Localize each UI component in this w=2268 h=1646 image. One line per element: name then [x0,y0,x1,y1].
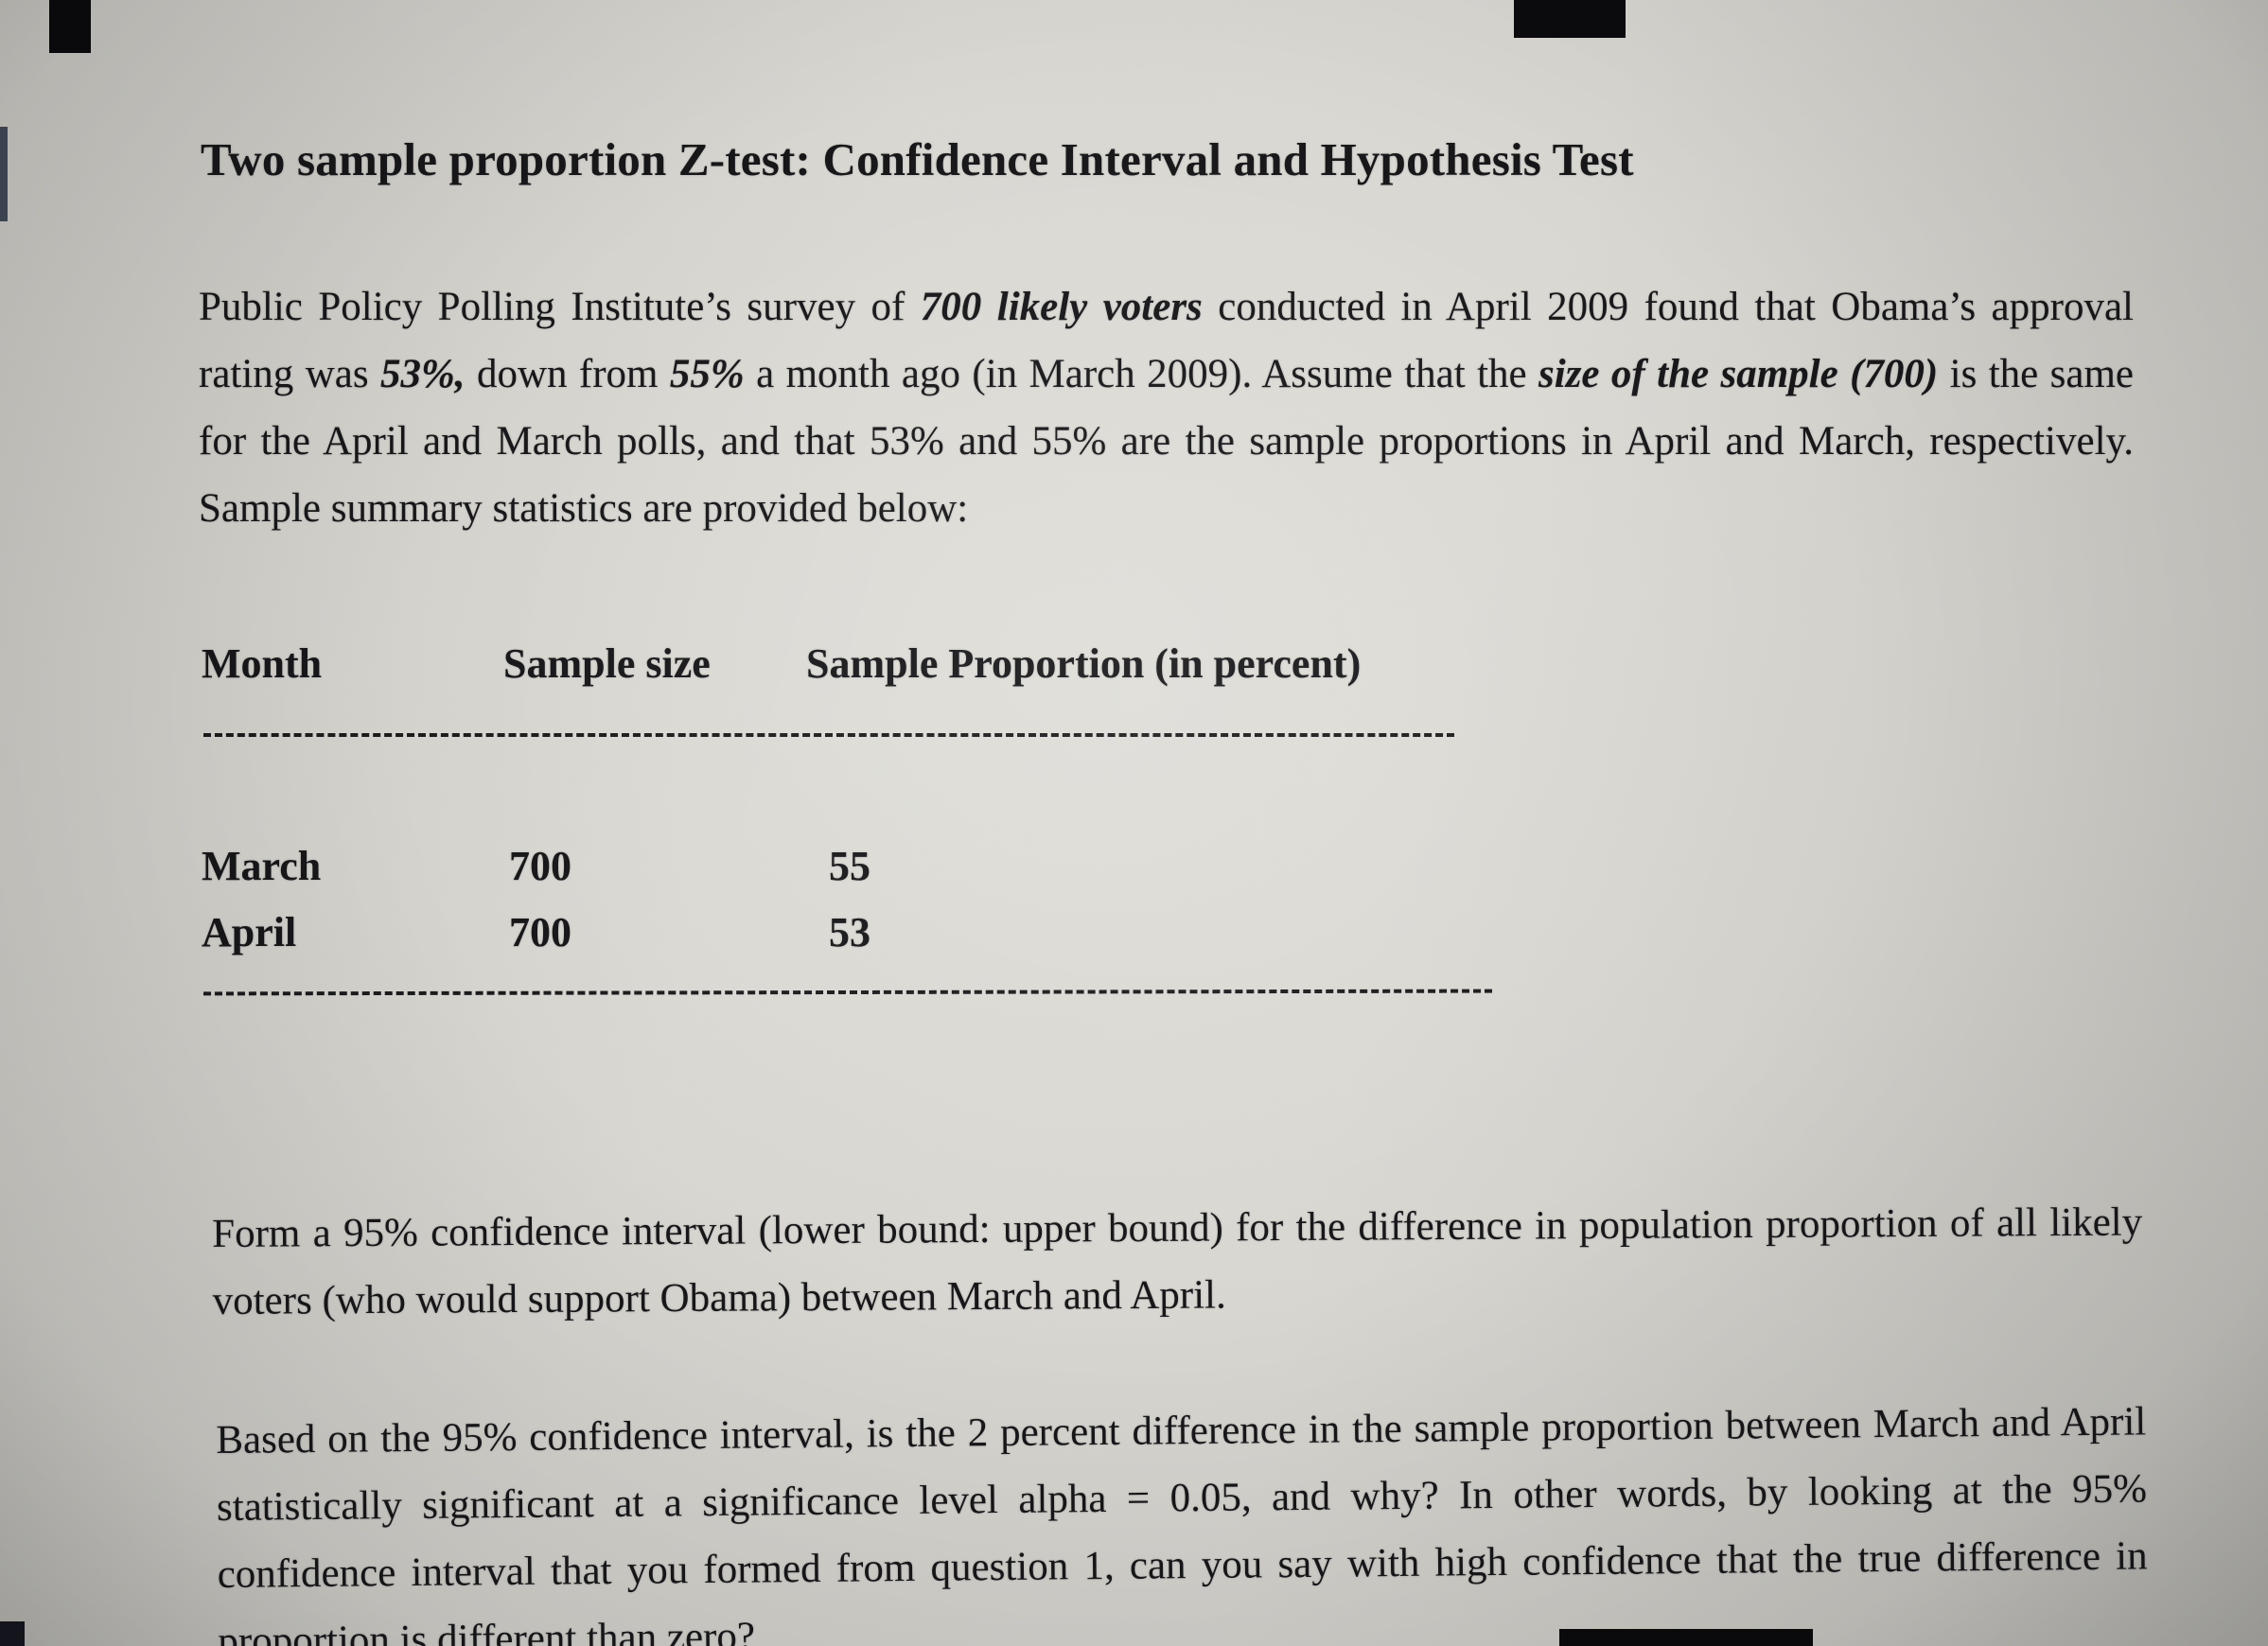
text-segment: down from [465,352,670,396]
table-header-sample-size: Sample size [503,640,711,687]
table-cell-proportion: 55 [829,843,870,889]
text-segment-emphasis: 700 likely voters [920,285,1203,329]
page-title: Two sample proportion Z-test: Confidence… [201,132,1634,185]
table-cell-month: April [202,909,297,955]
text-segment: a month ago (in March 2009). Assume that… [744,352,1539,396]
table-divider-bottom [202,989,1493,996]
problem-statement-paragraph: Public Policy Polling Institute’s survey… [199,273,2134,542]
table-header-month: Month [202,640,323,687]
text-segment-emphasis: size of the sample (700) [1538,352,1939,396]
screen-artifact-left-edge [0,127,8,221]
text-segment: Public Policy Polling Institute’s survey… [199,285,921,329]
table-cell-sample-size: 700 [509,843,571,889]
table-cell-month: March [202,843,322,889]
screen-artifact-bottom-left [0,1621,25,1646]
text-segment-emphasis: 53%, [379,352,466,396]
question2-paragraph: Based on the 95% confidence interval, is… [216,1399,2148,1646]
screen-artifact-bottom [1559,1629,1813,1646]
text-segment: conducted in April 2009 found that Obama… [199,285,2134,396]
table-row: April 700 53 [202,908,1583,974]
question1-paragraph: Form a 95% confidence interval (lower bo… [212,1199,2143,1323]
text-segment: is the same for the April and March poll… [199,352,2134,531]
table-cell-proportion: 53 [829,909,870,955]
screen-artifact-top-left [49,0,91,53]
table-header-row: Month Sample size Sample Proportion (in … [202,639,1583,706]
text-segment-emphasis: 55% [669,352,745,396]
table-header-sample-proportion: Sample Proportion (in percent) [806,640,1362,687]
table-row: March 700 55 [202,842,1583,908]
table-divider-top [203,733,1454,737]
screen-artifact-top-middle [1514,0,1626,38]
table-cell-sample-size: 700 [509,909,571,955]
